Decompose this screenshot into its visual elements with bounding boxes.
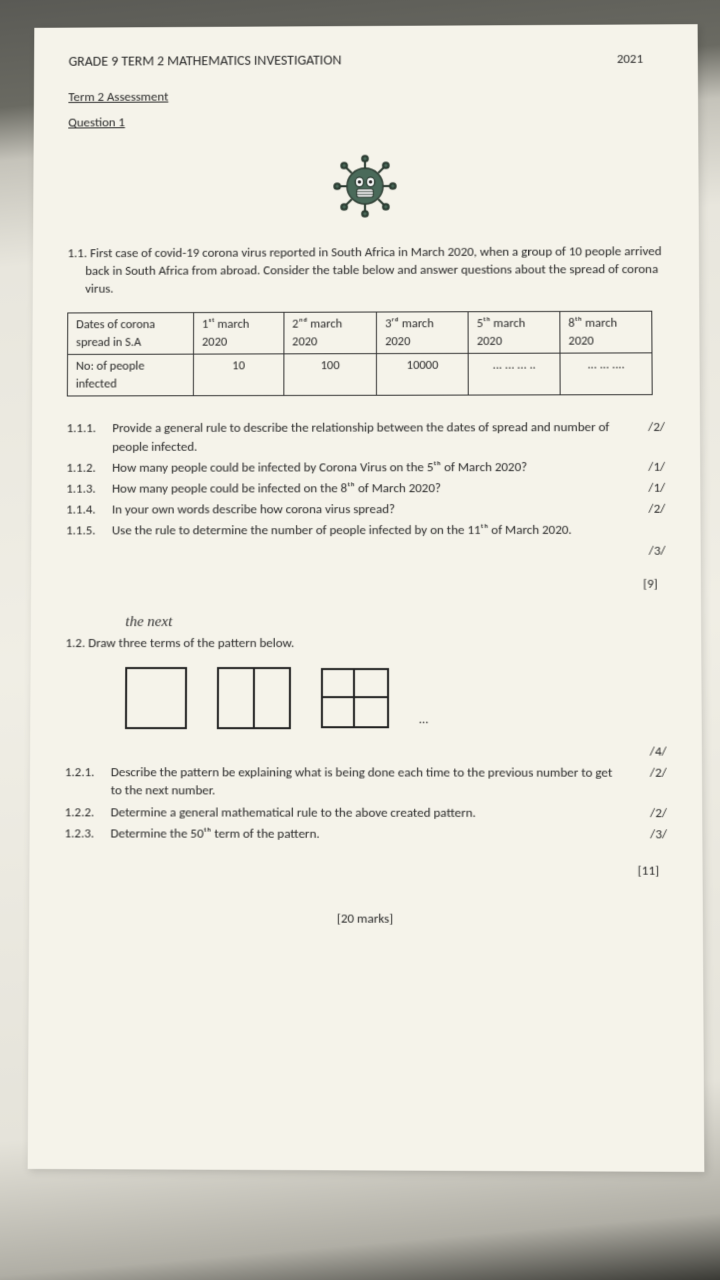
- intro-text: 1.1. First case of covid-19 corona virus…: [67, 243, 664, 299]
- pattern-diagram: …: [125, 667, 666, 729]
- question-item: 1.1.5. Use the rule to determine the num…: [66, 522, 665, 541]
- question-item: 1.2.2. Determine a general mathematical …: [65, 804, 667, 823]
- question-mark: /3/: [627, 826, 667, 844]
- row-label: Dates of corona spread in S.A: [68, 313, 194, 355]
- section-total: [9]: [66, 575, 666, 594]
- question-mark: /2/: [625, 501, 665, 519]
- table-cell: 8ᵗʰ march 2020: [560, 311, 652, 353]
- table-cell: 5ᵗʰ march 2020: [468, 312, 560, 354]
- handwritten-note: the next: [125, 612, 666, 633]
- virus-icon-wrap: [68, 150, 664, 228]
- question-mark: /2/: [627, 805, 667, 823]
- question-mark: /3/: [625, 543, 665, 561]
- header-row: GRADE 9 TERM 2 MATHEMATICS INVESTIGATION…: [69, 49, 663, 72]
- pattern-term-2: [217, 667, 291, 729]
- table-row: No: of people infected 10 100 10000 ... …: [67, 353, 652, 396]
- table-cell: 3ʳᵈ march 2020: [377, 312, 469, 354]
- question-text: How many people could be infected by Cor…: [112, 459, 625, 478]
- table-cell: 1ˢᵗ march 2020: [194, 313, 284, 355]
- question-item: 1.1.3. How many people could be infected…: [66, 480, 665, 499]
- question-mark: /4/: [626, 743, 666, 761]
- question-mark: /1/: [625, 459, 665, 477]
- data-table: Dates of corona spread in S.A 1ˢᵗ march …: [67, 311, 653, 397]
- year: 2021: [617, 51, 643, 69]
- question-item: 1.1.1. Provide a general rule to describ…: [67, 419, 665, 456]
- question-number: 1.2.2.: [65, 804, 111, 822]
- question-text: Use the rule to determine the number of …: [112, 522, 625, 541]
- question-list-1-2: 1.2.1. Describe the pattern be explainin…: [65, 764, 668, 844]
- table-cell: ... ... ... ..: [468, 353, 560, 395]
- question-number: 1.1.1.: [67, 420, 113, 456]
- row-label: No: of people infected: [67, 354, 193, 396]
- question-number: 1.2.3.: [65, 825, 111, 843]
- coronavirus-icon: [330, 151, 400, 220]
- ellipsis: …: [419, 711, 430, 729]
- question-number: 1.1.3.: [66, 481, 112, 499]
- question-mark: /2/: [625, 419, 665, 455]
- subtitle-question: Question 1: [68, 112, 663, 133]
- question-list-1-1: 1.1.1. Provide a general rule to describ…: [66, 419, 666, 562]
- tail-mark-row: /3/: [66, 543, 666, 562]
- page-title: GRADE 9 TERM 2 MATHEMATICS INVESTIGATION: [69, 51, 342, 72]
- question-text: Determine the 50ᵗʰ term of the pattern.: [110, 825, 626, 844]
- question-mark: /1/: [625, 480, 665, 498]
- question-number: 1.1.5.: [66, 523, 112, 541]
- table-cell: 2ⁿᵈ march 2020: [284, 312, 377, 354]
- question-item: 1.1.2. How many people could be infected…: [66, 459, 665, 478]
- question-text: Provide a general rule to describe the r…: [112, 419, 625, 456]
- question-number: 1.2.1.: [65, 764, 111, 801]
- question-item: 1.1.4. In your own words describe how co…: [66, 501, 665, 520]
- question-item: 1.2.3. Determine the 50ᵗʰ term of the pa…: [65, 825, 668, 844]
- table-cell: ... ... ....: [560, 353, 652, 395]
- question-mark: /2/: [626, 765, 667, 802]
- table-row: Dates of corona spread in S.A 1ˢᵗ march …: [68, 311, 652, 354]
- pattern-term-1: [125, 667, 187, 729]
- question-item: 1.2.1. Describe the pattern be explainin…: [65, 764, 667, 801]
- pattern-term-3: [321, 668, 389, 728]
- subtitle-assessment: Term 2 Assessment: [68, 86, 663, 107]
- section-1-2-intro: 1.2. Draw three terms of the pattern bel…: [66, 635, 667, 653]
- table-cell: 10000: [377, 354, 469, 396]
- question-text: How many people could be infected on the…: [112, 480, 625, 499]
- table-cell: 100: [284, 354, 377, 396]
- pattern-mark-row: /4/: [65, 743, 667, 762]
- question-text: Determine a general mathematical rule to…: [111, 804, 627, 823]
- question-number: 1.1.4.: [66, 502, 112, 520]
- page-total-marks: [20 marks]: [64, 910, 667, 930]
- question-mark: [625, 522, 665, 540]
- table-cell: 10: [193, 354, 283, 396]
- worksheet-page: GRADE 9 TERM 2 MATHEMATICS INVESTIGATION…: [28, 24, 705, 1172]
- question-text: Describe the pattern be explaining what …: [111, 764, 627, 801]
- question-text: In your own words describe how corona vi…: [112, 501, 625, 520]
- section-total: [11]: [64, 862, 667, 881]
- question-number: 1.1.2.: [66, 460, 112, 478]
